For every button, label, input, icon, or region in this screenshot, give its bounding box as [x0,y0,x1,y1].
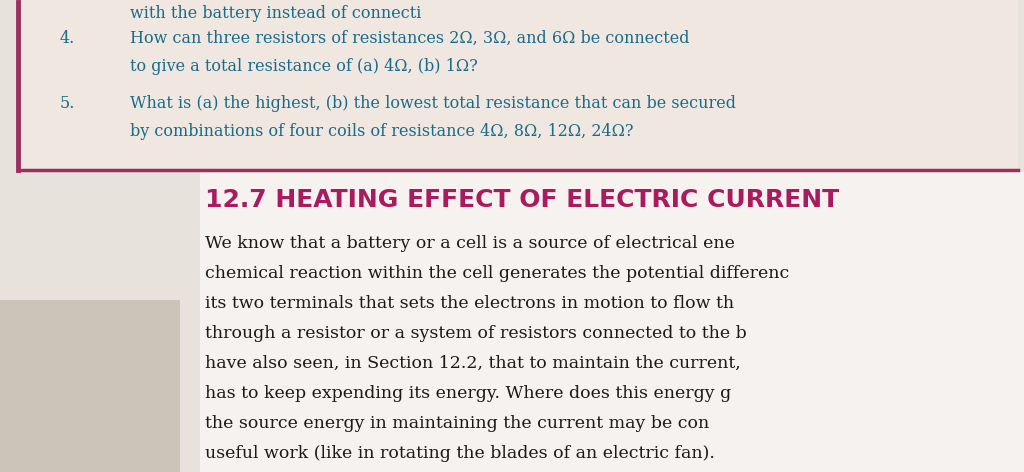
Text: by combinations of four coils of resistance 4Ω, 8Ω, 12Ω, 24Ω?: by combinations of four coils of resista… [130,123,634,140]
Text: to give a total resistance of (a) 4Ω, (b) 1Ω?: to give a total resistance of (a) 4Ω, (b… [130,58,478,75]
Bar [0,300,180,472]
Text: chemical reaction within the cell generates the potential differenc: chemical reaction within the cell genera… [205,265,790,282]
Text: 5.: 5. [60,95,76,112]
Text: What is (a) the highest, (b) the lowest total resistance that can be secured: What is (a) the highest, (b) the lowest … [130,95,736,112]
Text: We know that a battery or a cell is a source of electrical ene: We know that a battery or a cell is a so… [205,235,735,252]
Text: How can three resistors of resistances 2Ω, 3Ω, and 6Ω be connected: How can three resistors of resistances 2… [130,30,689,47]
Text: have also seen, in Section 12.2, that to maintain the current,: have also seen, in Section 12.2, that to… [205,355,740,372]
Bar [18,0,1018,172]
Text: has to keep expending its energy. Where does this energy g: has to keep expending its energy. Where … [205,385,731,402]
Text: useful work (like in rotating the blades of an electric fan).: useful work (like in rotating the blades… [205,445,715,462]
Text: with the battery instead of connecti: with the battery instead of connecti [130,5,421,22]
Text: 4.: 4. [60,30,75,47]
Bar [200,172,1024,472]
Text: the source energy in maintaining the current may be con: the source energy in maintaining the cur… [205,415,710,432]
Text: through a resistor or a system of resistors connected to the b: through a resistor or a system of resist… [205,325,746,342]
Text: 12.7 HEATING EFFECT OF ELECTRIC CURRENT: 12.7 HEATING EFFECT OF ELECTRIC CURRENT [205,188,839,212]
Text: its two terminals that sets the electrons in motion to flow th: its two terminals that sets the electron… [205,295,734,312]
